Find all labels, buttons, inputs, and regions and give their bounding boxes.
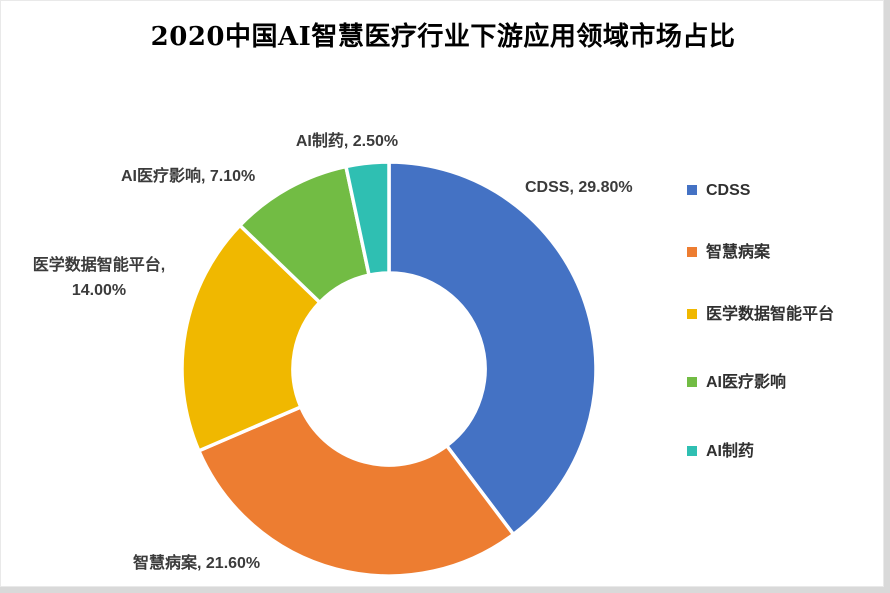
data-label-platform: 医学数据智能平台, 14.00% bbox=[6, 253, 192, 303]
slice-cdss[interactable] bbox=[387, 160, 598, 537]
legend-label: 医学数据智能平台 bbox=[706, 306, 835, 323]
slice-smart-medical-record[interactable] bbox=[197, 405, 516, 578]
legend-label: AI制药 bbox=[706, 443, 755, 460]
data-label-cdss: CDSS, 29.80% bbox=[525, 179, 633, 196]
data-label-smart-record: 智慧病案, 21.60% bbox=[133, 555, 261, 572]
slice-ai-pharma[interactable] bbox=[344, 160, 391, 277]
legend-swatch-smart-record bbox=[687, 247, 697, 257]
data-label-platform-line2: 14.00% bbox=[71, 282, 127, 299]
legend-swatch-cdss bbox=[687, 185, 697, 195]
legend-label: CDSS bbox=[706, 182, 751, 199]
legend-swatch-ai-imaging bbox=[687, 377, 697, 387]
legend-swatch-platform bbox=[687, 309, 697, 319]
legend-label: 智慧病案 bbox=[706, 244, 771, 261]
chart-title: 2020中国AI智慧医疗行业下游应用领域市场占比 bbox=[150, 22, 736, 52]
legend-item-cdss[interactable]: CDSS bbox=[687, 180, 834, 202]
data-label-ai-imaging: AI医疗影响, 7.10% bbox=[121, 168, 256, 185]
data-label-platform-line1: 医学数据智能平台, bbox=[32, 257, 166, 274]
legend-label: AI医疗影响 bbox=[706, 374, 787, 391]
slice-medical-data-platform[interactable] bbox=[180, 223, 322, 453]
legend-swatch-ai-pharma bbox=[687, 446, 697, 456]
data-label-ai-pharma: AI制药, 2.50% bbox=[295, 133, 399, 150]
legend-item-platform[interactable]: 医学数据智能平台 bbox=[687, 304, 834, 326]
legend-item-ai-pharma[interactable]: AI制药 bbox=[687, 441, 834, 463]
donut-chart bbox=[180, 160, 598, 578]
legend-item-ai-imaging[interactable]: AI医疗影响 bbox=[687, 372, 834, 394]
legend-item-smart-record[interactable]: 智慧病案 bbox=[687, 242, 834, 264]
